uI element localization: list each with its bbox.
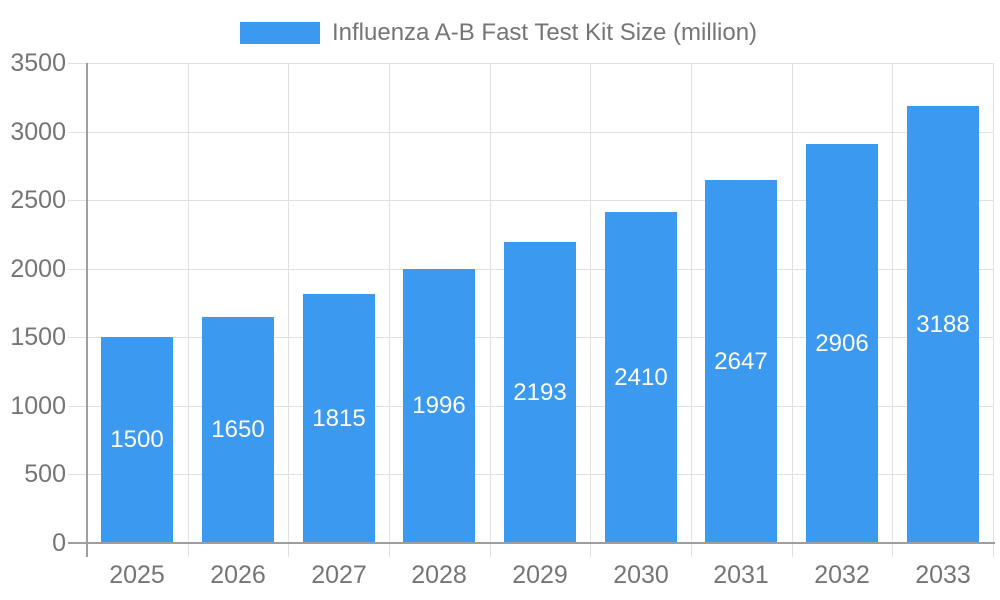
bar-value-label-2031: 2647 — [714, 348, 768, 375]
bar-value-label-2025: 1500 — [110, 426, 164, 453]
x-gridline-3 — [389, 63, 390, 557]
x-gridline-9 — [993, 63, 994, 557]
x-tick-label-2032: 2032 — [814, 561, 870, 589]
y-gridline-2500 — [68, 200, 993, 201]
x-gridline-2 — [288, 63, 289, 557]
y-tick-label-0: 0 — [52, 529, 66, 557]
bar-2030[interactable] — [605, 212, 677, 543]
bar-value-label-2026: 1650 — [211, 416, 265, 443]
y-gridline-3000 — [68, 132, 993, 133]
bar-2028[interactable] — [403, 269, 475, 543]
x-tick-label-2026: 2026 — [210, 561, 266, 589]
x-tick-label-2029: 2029 — [512, 561, 568, 589]
bar-2032[interactable] — [806, 144, 878, 543]
bar-value-label-2033: 3188 — [916, 311, 970, 338]
legend-label: Influenza A-B Fast Test Kit Size (millio… — [332, 19, 758, 46]
x-tick-label-2030: 2030 — [613, 561, 669, 589]
x-gridline-6 — [691, 63, 692, 557]
y-tick-label-1500: 1500 — [10, 323, 66, 351]
bar-value-label-2027: 1815 — [312, 405, 366, 432]
y-tick-label-2000: 2000 — [10, 255, 66, 283]
x-gridline-4 — [490, 63, 491, 557]
bar-value-label-2032: 2906 — [815, 330, 869, 357]
bar-2027[interactable] — [303, 294, 375, 543]
x-tick-label-2028: 2028 — [411, 561, 467, 589]
x-gridline-5 — [590, 63, 591, 557]
legend[interactable]: Influenza A-B Fast Test Kit Size (millio… — [240, 21, 757, 45]
bar-value-label-2028: 1996 — [412, 392, 466, 419]
y-tick-label-3000: 3000 — [10, 118, 66, 146]
y-tick-label-2500: 2500 — [10, 186, 66, 214]
y-tick-label-1000: 1000 — [10, 392, 66, 420]
bar-2029[interactable] — [504, 242, 576, 543]
bar-2033[interactable] — [907, 106, 979, 543]
x-tick-label-2027: 2027 — [311, 561, 367, 589]
bar-value-label-2030: 2410 — [614, 364, 668, 391]
bar-2025[interactable] — [101, 337, 173, 543]
y-tick-label-3500: 3500 — [10, 49, 66, 77]
legend-swatch[interactable] — [240, 22, 320, 44]
x-tick-label-2033: 2033 — [915, 561, 971, 589]
bar-2031[interactable] — [705, 180, 777, 543]
x-gridline-1 — [188, 63, 189, 557]
x-tick-label-2025: 2025 — [109, 561, 165, 589]
x-gridline-7 — [792, 63, 793, 557]
bar-value-label-2029: 2193 — [513, 379, 567, 406]
x-tick-label-2031: 2031 — [713, 561, 769, 589]
x-gridline-8 — [892, 63, 893, 557]
y-tick-label-500: 500 — [24, 460, 66, 488]
y-gridline-3500 — [68, 63, 993, 64]
bar-2026[interactable] — [202, 317, 274, 543]
y-axis-line — [86, 63, 88, 557]
x-axis-line — [68, 542, 995, 544]
